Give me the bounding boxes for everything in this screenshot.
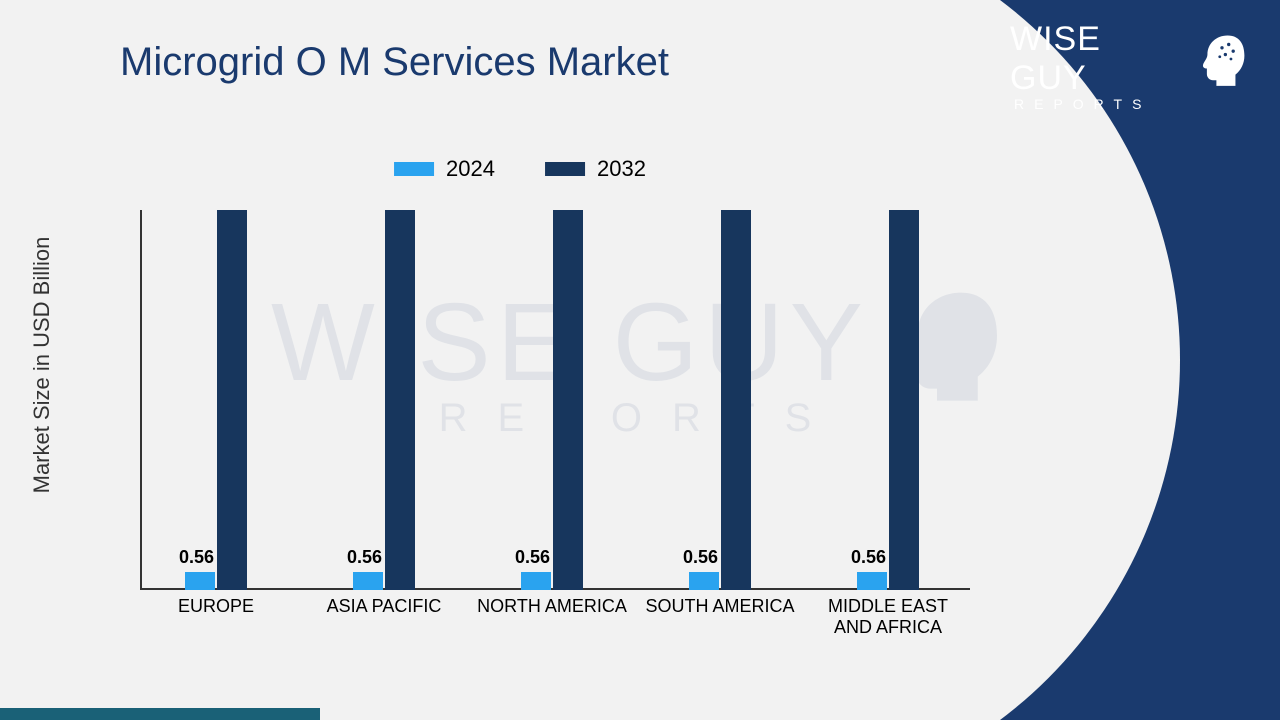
bar-2032 — [217, 210, 247, 590]
chart-title: Microgrid O M Services Market — [120, 40, 669, 85]
bar-2024 — [353, 572, 383, 590]
legend-label-2024: 2024 — [446, 156, 495, 182]
chart-area: 2024 2032 Market Size in USD Billion 0.5… — [70, 150, 970, 580]
category-label: ASIA PACIFIC — [304, 590, 464, 617]
bar-2024 — [521, 572, 551, 590]
legend-label-2032: 2032 — [597, 156, 646, 182]
head-icon — [1194, 31, 1250, 87]
chart-canvas: WISE GUY REPORTS WISE GUY REPORTS Microg… — [0, 0, 1280, 720]
legend: 2024 2032 — [394, 156, 646, 182]
y-axis-label: Market Size in USD Billion — [29, 237, 55, 494]
bar-value-label: 0.56 — [851, 547, 886, 568]
bar-2032 — [553, 210, 583, 590]
bar-value-label: 0.56 — [683, 547, 718, 568]
bar-value-label: 0.56 — [347, 547, 382, 568]
bar-2032 — [721, 210, 751, 590]
legend-swatch-2024 — [394, 162, 434, 176]
bar-2032 — [385, 210, 415, 590]
legend-item-2032: 2032 — [545, 156, 646, 182]
bar-2024 — [689, 572, 719, 590]
category-label: SOUTH AMERICA — [640, 590, 800, 617]
legend-item-2024: 2024 — [394, 156, 495, 182]
bar-value-label: 0.56 — [179, 547, 214, 568]
category-label: NORTH AMERICA — [472, 590, 632, 617]
logo-main-text: WISE GUY — [1010, 20, 1188, 98]
category-label: EUROPE — [136, 590, 296, 617]
logo-sub-text: REPORTS — [1010, 96, 1250, 112]
bar-2032 — [889, 210, 919, 590]
bottom-accent-bar — [0, 708, 320, 720]
logo: WISE GUY REPORTS — [1010, 20, 1250, 112]
bar-2024 — [857, 572, 887, 590]
category-label: MIDDLE EAST AND AFRICA — [808, 590, 968, 637]
y-axis-line — [140, 210, 142, 590]
plot: 0.56EUROPE0.56ASIA PACIFIC0.56NORTH AMER… — [140, 210, 970, 590]
legend-swatch-2032 — [545, 162, 585, 176]
bar-value-label: 0.56 — [515, 547, 550, 568]
bar-2024 — [185, 572, 215, 590]
